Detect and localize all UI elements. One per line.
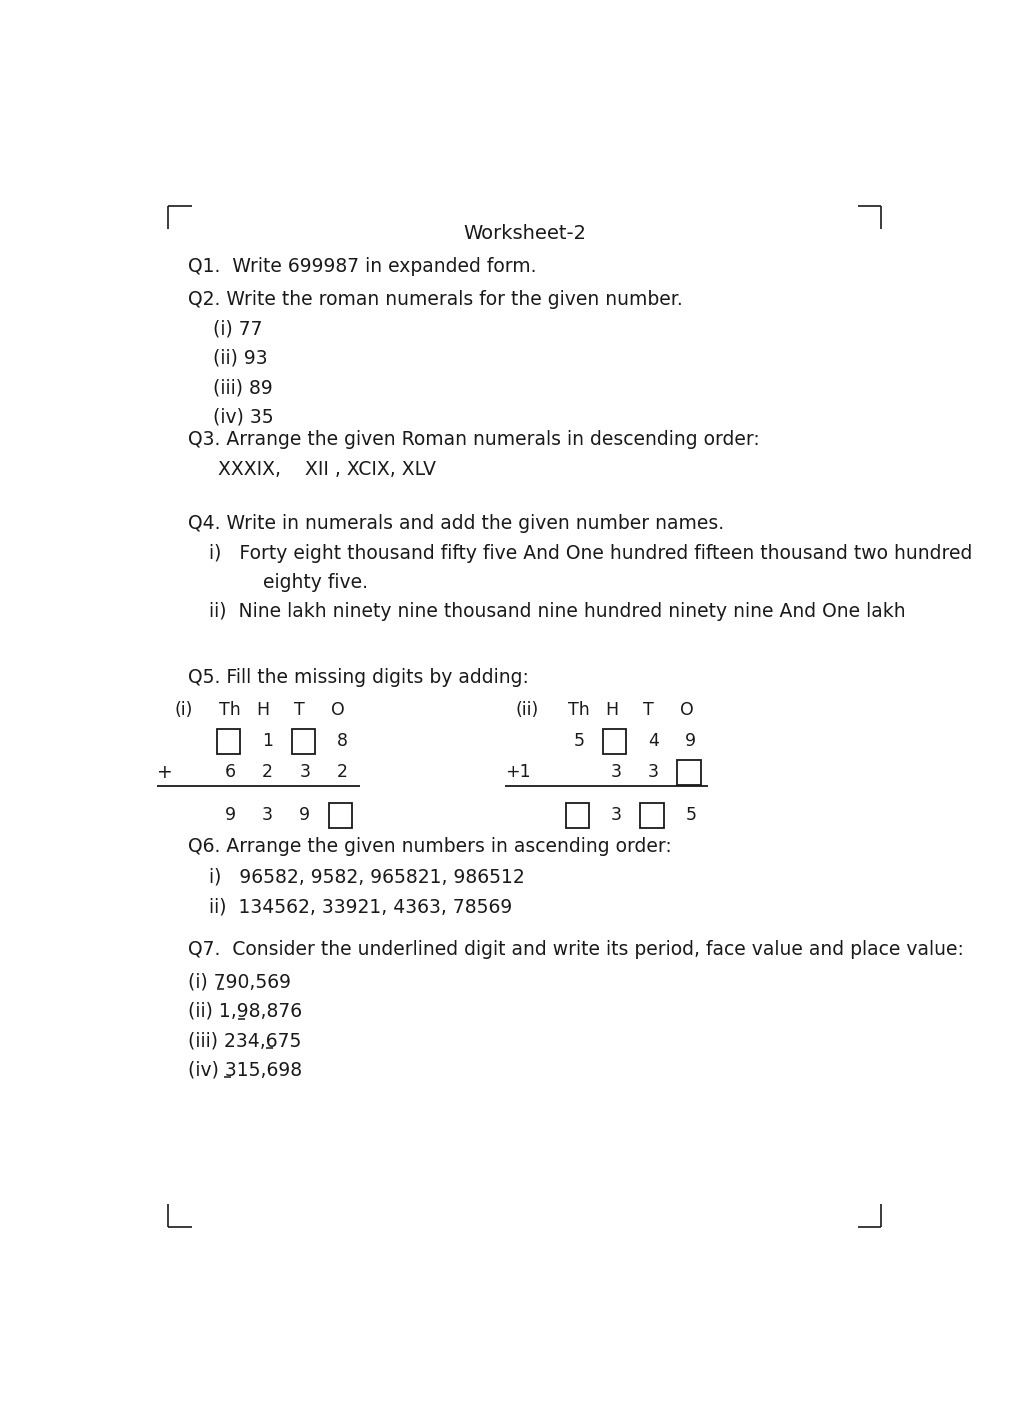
Bar	[640, 803, 664, 828]
Text: Th: Th	[568, 702, 590, 719]
Text: (i) 790,569: (i) 790,569	[188, 973, 292, 991]
Text: (iv) 35: (iv) 35	[213, 407, 273, 427]
Bar	[566, 803, 589, 828]
Text: 8: 8	[337, 732, 347, 750]
Text: 5: 5	[573, 732, 585, 750]
Text: (iv) 315,698: (iv) 315,698	[188, 1061, 302, 1079]
Text: O: O	[331, 702, 345, 719]
Text: 2: 2	[262, 763, 273, 781]
Text: eighty five.: eighty five.	[209, 573, 369, 591]
Text: Q3. Arrange the given Roman numerals in descending order:: Q3. Arrange the given Roman numerals in …	[188, 431, 760, 450]
Text: 3: 3	[611, 807, 622, 824]
Text: i)   Forty eight thousand fifty five And One hundred fifteen thousand two hundre: i) Forty eight thousand fifty five And O…	[209, 545, 973, 563]
Text: 3: 3	[648, 763, 659, 781]
Text: O: O	[680, 702, 693, 719]
Text: Q1.  Write 699987 in expanded form.: Q1. Write 699987 in expanded form.	[188, 257, 537, 277]
Text: (iii) 234,675: (iii) 234,675	[188, 1031, 302, 1049]
Text: T: T	[294, 702, 304, 719]
Text: 9: 9	[685, 732, 696, 750]
Text: T: T	[643, 702, 653, 719]
Text: Worksheet-2: Worksheet-2	[463, 224, 587, 242]
Text: H: H	[257, 702, 269, 719]
Text: (ii) 1,98,876: (ii) 1,98,876	[188, 1001, 302, 1021]
Text: +1: +1	[506, 763, 531, 781]
Text: Q6. Arrange the given numbers in ascending order:: Q6. Arrange the given numbers in ascendi…	[188, 837, 672, 856]
Text: 3: 3	[611, 763, 622, 781]
Text: 4: 4	[648, 732, 658, 750]
Text: 6: 6	[225, 763, 236, 781]
Text: Q4. Write in numerals and add the given number names.: Q4. Write in numerals and add the given …	[188, 513, 725, 533]
Bar	[292, 729, 314, 754]
Text: 3: 3	[262, 807, 273, 824]
Text: (i) 77: (i) 77	[213, 319, 263, 339]
Text: ii)  Nine lakh ninety nine thousand nine hundred ninety nine And One lakh: ii) Nine lakh ninety nine thousand nine …	[209, 603, 906, 621]
Text: ii)  134562, 33921, 4363, 78569: ii) 134562, 33921, 4363, 78569	[209, 898, 513, 916]
Text: (ii) 93: (ii) 93	[213, 349, 268, 367]
Text: 5: 5	[685, 807, 696, 824]
Text: 2: 2	[337, 763, 347, 781]
Text: i)   96582, 9582, 965821, 986512: i) 96582, 9582, 965821, 986512	[209, 868, 525, 886]
Bar	[217, 729, 241, 754]
Text: (iii) 89: (iii) 89	[213, 379, 273, 397]
Text: Q2. Write the roman numerals for the given number.: Q2. Write the roman numerals for the giv…	[188, 291, 683, 309]
Text: (i): (i)	[174, 702, 193, 719]
Bar	[678, 760, 700, 784]
Text: H: H	[605, 702, 618, 719]
Text: XXXIX,    XII , XCIX, XLV: XXXIX, XII , XCIX, XLV	[188, 459, 436, 479]
Text: Th: Th	[219, 702, 242, 719]
Bar	[603, 729, 627, 754]
Text: Q7.  Consider the underlined digit and write its period, face value and place va: Q7. Consider the underlined digit and wr…	[188, 940, 965, 959]
Text: +: +	[157, 763, 172, 783]
Bar	[329, 803, 352, 828]
Text: (ii): (ii)	[515, 702, 539, 719]
Text: 9: 9	[299, 807, 310, 824]
Text: 9: 9	[225, 807, 236, 824]
Text: 3: 3	[299, 763, 310, 781]
Text: 1: 1	[262, 732, 273, 750]
Text: Q5. Fill the missing digits by adding:: Q5. Fill the missing digits by adding:	[188, 668, 529, 686]
